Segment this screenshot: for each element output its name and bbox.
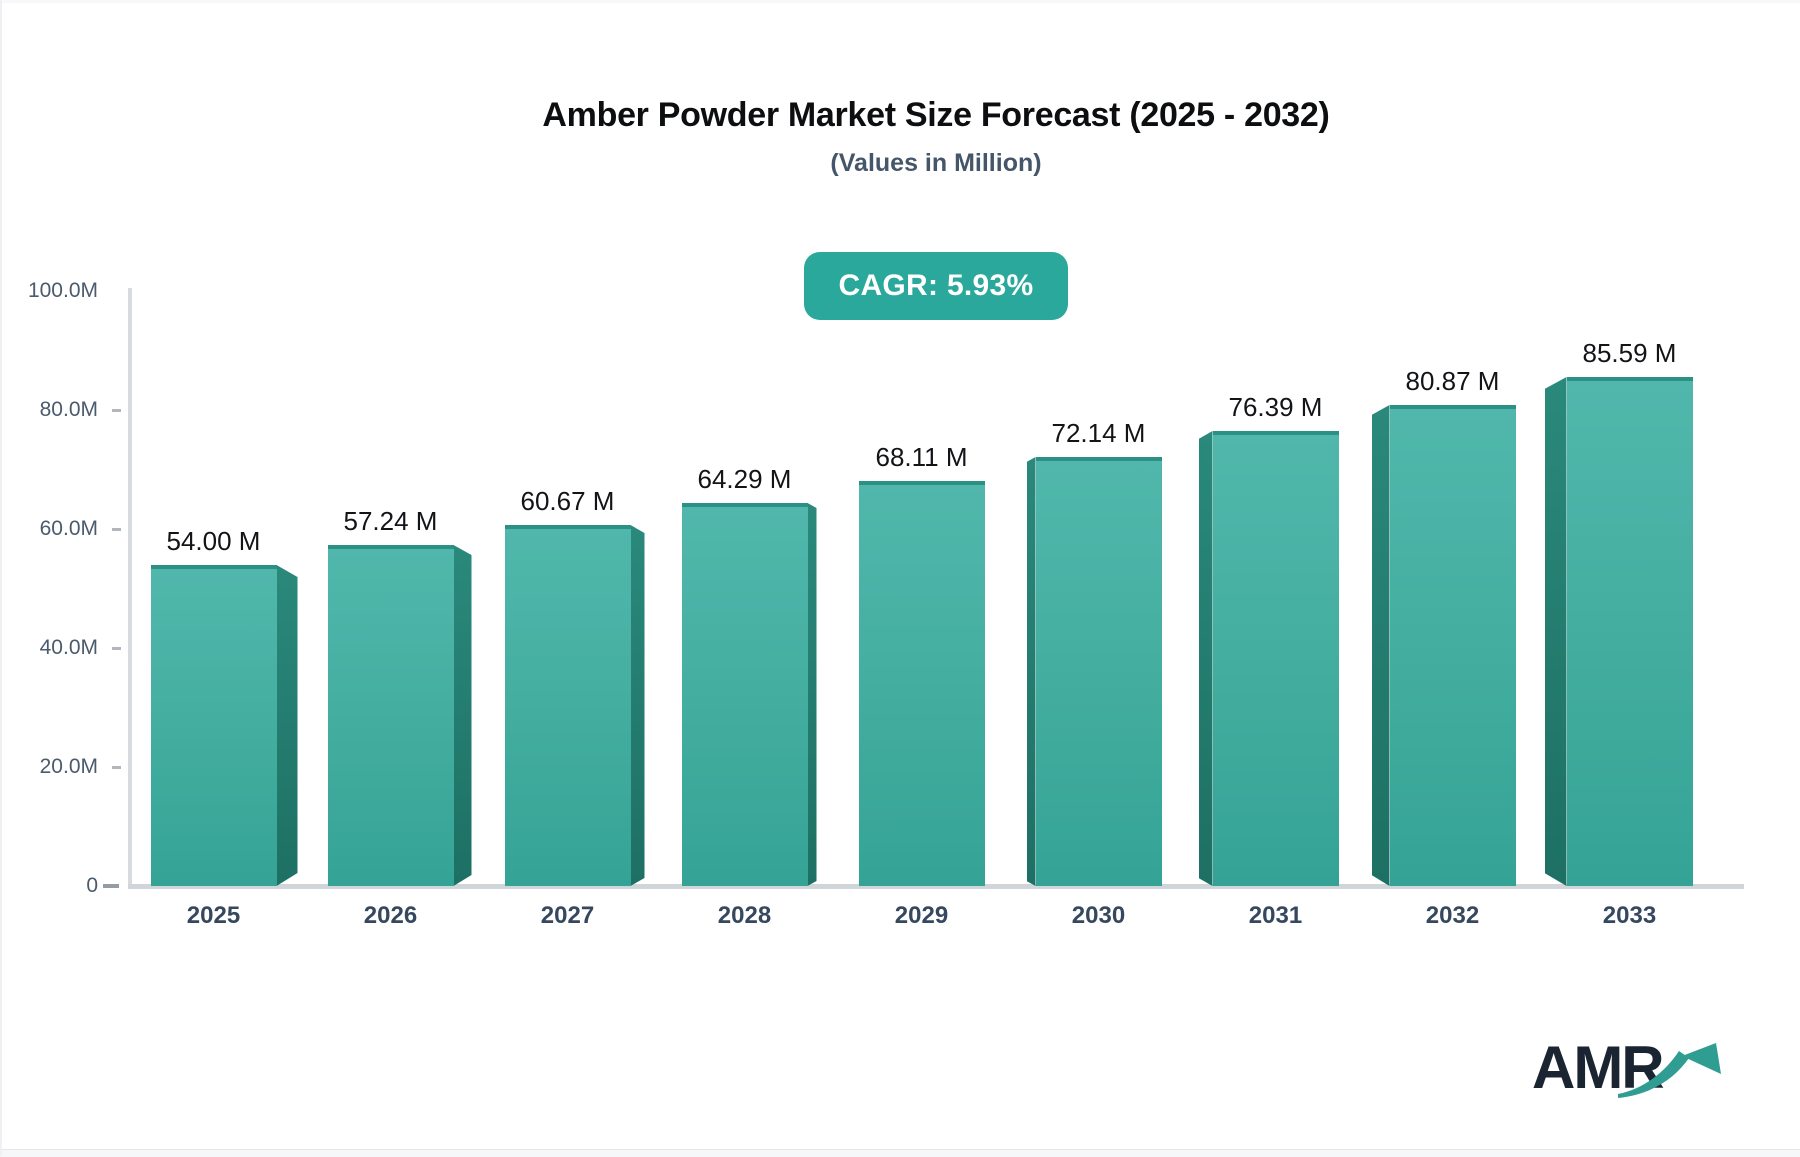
bar-2032[interactable]: 80.87 M 2032 bbox=[1364, 366, 1541, 929]
bar-face bbox=[1389, 405, 1516, 886]
bar-2026[interactable]: 57.24 M 2026 bbox=[302, 506, 479, 929]
growth-arrow-icon bbox=[1618, 1043, 1721, 1098]
page-edge-left bbox=[0, 0, 2, 1156]
bar-value-label: 64.29 M bbox=[697, 464, 792, 494]
y-axis-tick bbox=[112, 408, 121, 412]
y-axis-label: 0 bbox=[86, 874, 98, 897]
cagr-badge: CAGR: 5.93% bbox=[804, 252, 1068, 320]
bar-2029[interactable]: 68.11 M 2029 bbox=[833, 442, 1010, 929]
bar-2031[interactable]: 76.39 M 2031 bbox=[1187, 392, 1364, 929]
y-axis-line bbox=[128, 288, 132, 886]
x-axis-label: 2028 bbox=[717, 902, 772, 929]
y-axis-label: 80.0M bbox=[39, 398, 98, 421]
chart-title: Amber Powder Market Size Forecast (2025 … bbox=[542, 96, 1330, 134]
bar-face bbox=[150, 565, 277, 886]
bar-2027[interactable]: 60.67 M 2027 bbox=[479, 486, 656, 929]
chart-subtitle: (Values in Million) bbox=[830, 149, 1042, 177]
page-edge-bottom bbox=[0, 1149, 1800, 1157]
x-axis-label: 2030 bbox=[1071, 902, 1126, 929]
bar-2025[interactable]: 54.00 M 2025 bbox=[125, 526, 302, 929]
x-axis-label: 2033 bbox=[1602, 902, 1657, 929]
bar-3d-side bbox=[631, 525, 645, 886]
bar-value-label: 60.67 M bbox=[520, 486, 615, 516]
bar-2028[interactable]: 64.29 M 2028 bbox=[656, 464, 833, 929]
bar-face bbox=[504, 525, 631, 886]
page-edge-top bbox=[0, 0, 1800, 3]
y-axis-label: 60.0M bbox=[39, 517, 98, 540]
y-axis-tick bbox=[112, 765, 121, 769]
x-axis-label: 2025 bbox=[186, 902, 241, 929]
bar-face bbox=[1212, 431, 1339, 886]
bar-3d-side bbox=[1199, 431, 1213, 886]
bar-3d-side bbox=[1027, 457, 1036, 886]
bar-2030[interactable]: 72.14 M 2030 bbox=[1010, 418, 1187, 929]
bar-face bbox=[858, 481, 985, 886]
bar-face bbox=[681, 503, 808, 886]
x-axis-label: 2027 bbox=[540, 902, 595, 929]
bar-value-label: 85.59 M bbox=[1582, 338, 1677, 368]
bar-3d-side bbox=[1372, 405, 1390, 886]
bar-face bbox=[1566, 377, 1693, 886]
y-axis-label: 40.0M bbox=[39, 636, 98, 659]
x-axis-label: 2031 bbox=[1248, 902, 1303, 929]
bar-value-label: 76.39 M bbox=[1228, 392, 1323, 422]
y-axis-tick bbox=[112, 646, 121, 650]
amr-logo: AMR bbox=[1532, 1038, 1732, 1110]
x-axis-line bbox=[128, 884, 1744, 889]
y-axis-label: 100.0M bbox=[27, 279, 98, 302]
y-axis-tick bbox=[103, 884, 119, 888]
y-axis-tick bbox=[112, 527, 121, 531]
bar-3d-side bbox=[1545, 377, 1567, 886]
x-axis-label: 2032 bbox=[1425, 902, 1480, 929]
bar-face bbox=[1035, 457, 1162, 886]
bar-value-label: 54.00 M bbox=[166, 526, 261, 556]
bar-value-label: 57.24 M bbox=[343, 506, 438, 536]
bar-3d-side bbox=[454, 545, 472, 886]
y-axis-label: 20.0M bbox=[39, 755, 98, 778]
bar-face bbox=[327, 545, 454, 886]
x-axis-label: 2026 bbox=[363, 902, 418, 929]
bar-value-label: 80.87 M bbox=[1405, 366, 1500, 396]
bar-value-label: 68.11 M bbox=[875, 442, 968, 472]
cagr-badge-row: CAGR: 5.93% bbox=[128, 252, 1744, 320]
bar-3d-side bbox=[277, 565, 298, 886]
x-axis-label: 2029 bbox=[894, 902, 949, 929]
bar-value-label: 72.14 M bbox=[1051, 418, 1146, 448]
bar-3d-side bbox=[808, 503, 817, 886]
bar-2033[interactable]: 85.59 M 2033 bbox=[1541, 338, 1718, 929]
